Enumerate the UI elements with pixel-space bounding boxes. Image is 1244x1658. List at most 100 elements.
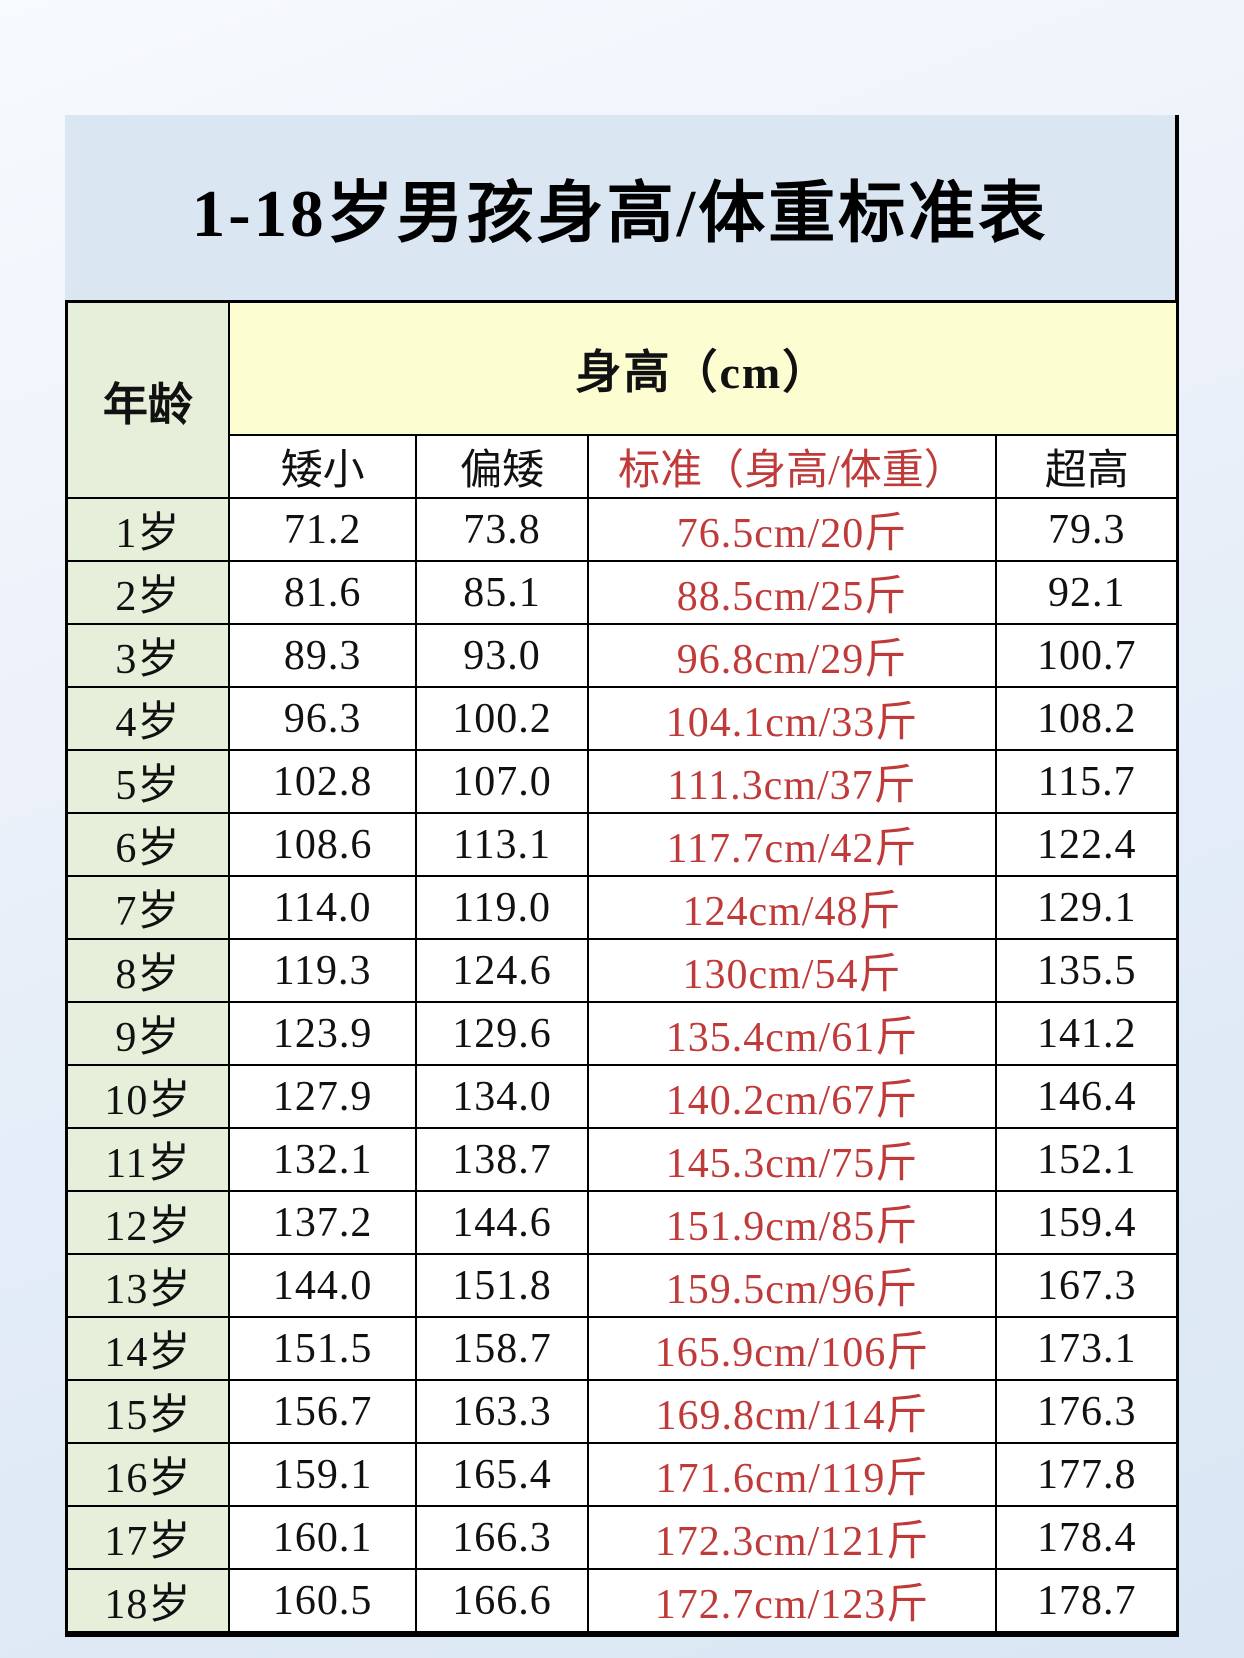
tall-cell: 152.1: [995, 1127, 1179, 1192]
standard-cell: 165.9cm/106斤: [586, 1316, 998, 1381]
standards-sheet: 1-18岁男孩身高/体重标准表 年龄 身高（cm） 矮小 偏矮 标准（身高/体重…: [65, 115, 1179, 1637]
standard-cell: 88.5cm/25斤: [586, 560, 998, 625]
table-row: 1岁 71.2 73.8 76.5cm/20斤 79.3: [65, 497, 1179, 562]
table-row: 14岁 151.5 158.7 165.9cm/106斤 173.1: [65, 1316, 1179, 1381]
tall-cell: 146.4: [995, 1064, 1179, 1129]
age-cell: 17岁: [65, 1505, 230, 1570]
short-cell: 160.5: [227, 1568, 418, 1635]
standard-cell: 171.6cm/119斤: [586, 1442, 998, 1507]
below-average-cell: 166.3: [415, 1505, 589, 1570]
standard-cell: 104.1cm/33斤: [586, 686, 998, 751]
age-cell: 10岁: [65, 1064, 230, 1129]
short-cell: 151.5: [227, 1316, 418, 1381]
short-cell: 132.1: [227, 1127, 418, 1192]
age-column-header: 年龄: [65, 300, 230, 499]
tall-cell: 135.5: [995, 938, 1179, 1003]
table-row: 12岁 137.2 144.6 151.9cm/85斤 159.4: [65, 1190, 1179, 1255]
age-cell: 18岁: [65, 1568, 230, 1635]
standard-cell: 172.3cm/121斤: [586, 1505, 998, 1570]
standard-cell: 140.2cm/67斤: [586, 1064, 998, 1129]
table-row: 4岁 96.3 100.2 104.1cm/33斤 108.2: [65, 686, 1179, 751]
short-cell: 108.6: [227, 812, 418, 877]
height-group-header: 身高（cm）: [227, 300, 1179, 436]
age-cell: 4岁: [65, 686, 230, 751]
table-row: 7岁 114.0 119.0 124cm/48斤 129.1: [65, 875, 1179, 940]
short-cell: 137.2: [227, 1190, 418, 1255]
below-average-cell: 107.0: [415, 749, 589, 814]
page-title: 1-18岁男孩身高/体重标准表: [191, 177, 1049, 251]
column-header-below-average: 偏矮: [415, 434, 589, 499]
tall-cell: 92.1: [995, 560, 1179, 625]
table-row: 16岁 159.1 165.4 171.6cm/119斤 177.8: [65, 1442, 1179, 1507]
short-cell: 119.3: [227, 938, 418, 1003]
standard-cell: 159.5cm/96斤: [586, 1253, 998, 1318]
below-average-cell: 119.0: [415, 875, 589, 940]
below-average-cell: 144.6: [415, 1190, 589, 1255]
short-cell: 159.1: [227, 1442, 418, 1507]
below-average-cell: 129.6: [415, 1001, 589, 1066]
table-row: 18岁 160.5 166.6 172.7cm/123斤 178.7: [65, 1568, 1179, 1635]
standard-cell: 96.8cm/29斤: [586, 623, 998, 688]
standard-cell: 172.7cm/123斤: [586, 1568, 998, 1635]
standard-cell: 169.8cm/114斤: [586, 1379, 998, 1444]
tall-cell: 122.4: [995, 812, 1179, 877]
table-row: 5岁 102.8 107.0 111.3cm/37斤 115.7: [65, 749, 1179, 814]
column-header-standard: 标准（身高/体重）: [586, 434, 998, 499]
below-average-cell: 100.2: [415, 686, 589, 751]
tall-cell: 115.7: [995, 749, 1179, 814]
table-row: 6岁 108.6 113.1 117.7cm/42斤 122.4: [65, 812, 1179, 877]
standard-cell: 135.4cm/61斤: [586, 1001, 998, 1066]
short-cell: 71.2: [227, 497, 418, 562]
short-cell: 127.9: [227, 1064, 418, 1129]
column-header-short: 矮小: [227, 434, 418, 499]
tall-cell: 178.7: [995, 1568, 1179, 1635]
below-average-cell: 85.1: [415, 560, 589, 625]
age-cell: 5岁: [65, 749, 230, 814]
below-average-cell: 151.8: [415, 1253, 589, 1318]
table-row: 8岁 119.3 124.6 130cm/54斤 135.5: [65, 938, 1179, 1003]
tall-cell: 79.3: [995, 497, 1179, 562]
short-cell: 89.3: [227, 623, 418, 688]
tall-cell: 159.4: [995, 1190, 1179, 1255]
age-cell: 2岁: [65, 560, 230, 625]
table-row: 9岁 123.9 129.6 135.4cm/61斤 141.2: [65, 1001, 1179, 1066]
tall-cell: 167.3: [995, 1253, 1179, 1318]
below-average-cell: 163.3: [415, 1379, 589, 1444]
tall-cell: 173.1: [995, 1316, 1179, 1381]
age-cell: 13岁: [65, 1253, 230, 1318]
age-cell: 16岁: [65, 1442, 230, 1507]
short-cell: 144.0: [227, 1253, 418, 1318]
header-row-1: 年龄 身高（cm）: [65, 300, 1179, 499]
age-cell: 6岁: [65, 812, 230, 877]
below-average-cell: 134.0: [415, 1064, 589, 1129]
height-weight-table: 年龄 身高（cm） 矮小 偏矮 标准（身高/体重） 超高 1岁 71.2 73.8 7…: [65, 300, 1179, 1637]
table-row: 13岁 144.0 151.8 159.5cm/96斤 167.3: [65, 1253, 1179, 1318]
title-banner: 1-18岁男孩身高/体重标准表: [65, 115, 1179, 300]
short-cell: 96.3: [227, 686, 418, 751]
table-row: 15岁 156.7 163.3 169.8cm/114斤 176.3: [65, 1379, 1179, 1444]
header-row-2: 矮小 偏矮 标准（身高/体重） 超高: [67, 434, 1179, 499]
table-row: 11岁 132.1 138.7 145.3cm/75斤 152.1: [65, 1127, 1179, 1192]
age-cell: 3岁: [65, 623, 230, 688]
table-row: 17岁 160.1 166.3 172.3cm/121斤 178.4: [65, 1505, 1179, 1570]
tall-cell: 108.2: [995, 686, 1179, 751]
below-average-cell: 165.4: [415, 1442, 589, 1507]
below-average-cell: 166.6: [415, 1568, 589, 1635]
standard-cell: 76.5cm/20斤: [586, 497, 998, 562]
age-cell: 8岁: [65, 938, 230, 1003]
table-row: 3岁 89.3 93.0 96.8cm/29斤 100.7: [65, 623, 1179, 688]
short-cell: 123.9: [227, 1001, 418, 1066]
table-row: 10岁 127.9 134.0 140.2cm/67斤 146.4: [65, 1064, 1179, 1129]
below-average-cell: 93.0: [415, 623, 589, 688]
standard-cell: 124cm/48斤: [586, 875, 998, 940]
short-cell: 81.6: [227, 560, 418, 625]
standard-cell: 111.3cm/37斤: [586, 749, 998, 814]
tall-cell: 141.2: [995, 1001, 1179, 1066]
standard-cell: 117.7cm/42斤: [586, 812, 998, 877]
tall-cell: 177.8: [995, 1442, 1179, 1507]
short-cell: 160.1: [227, 1505, 418, 1570]
below-average-cell: 73.8: [415, 497, 589, 562]
tall-cell: 176.3: [995, 1379, 1179, 1444]
column-header-tall: 超高: [995, 434, 1179, 499]
tall-cell: 129.1: [995, 875, 1179, 940]
